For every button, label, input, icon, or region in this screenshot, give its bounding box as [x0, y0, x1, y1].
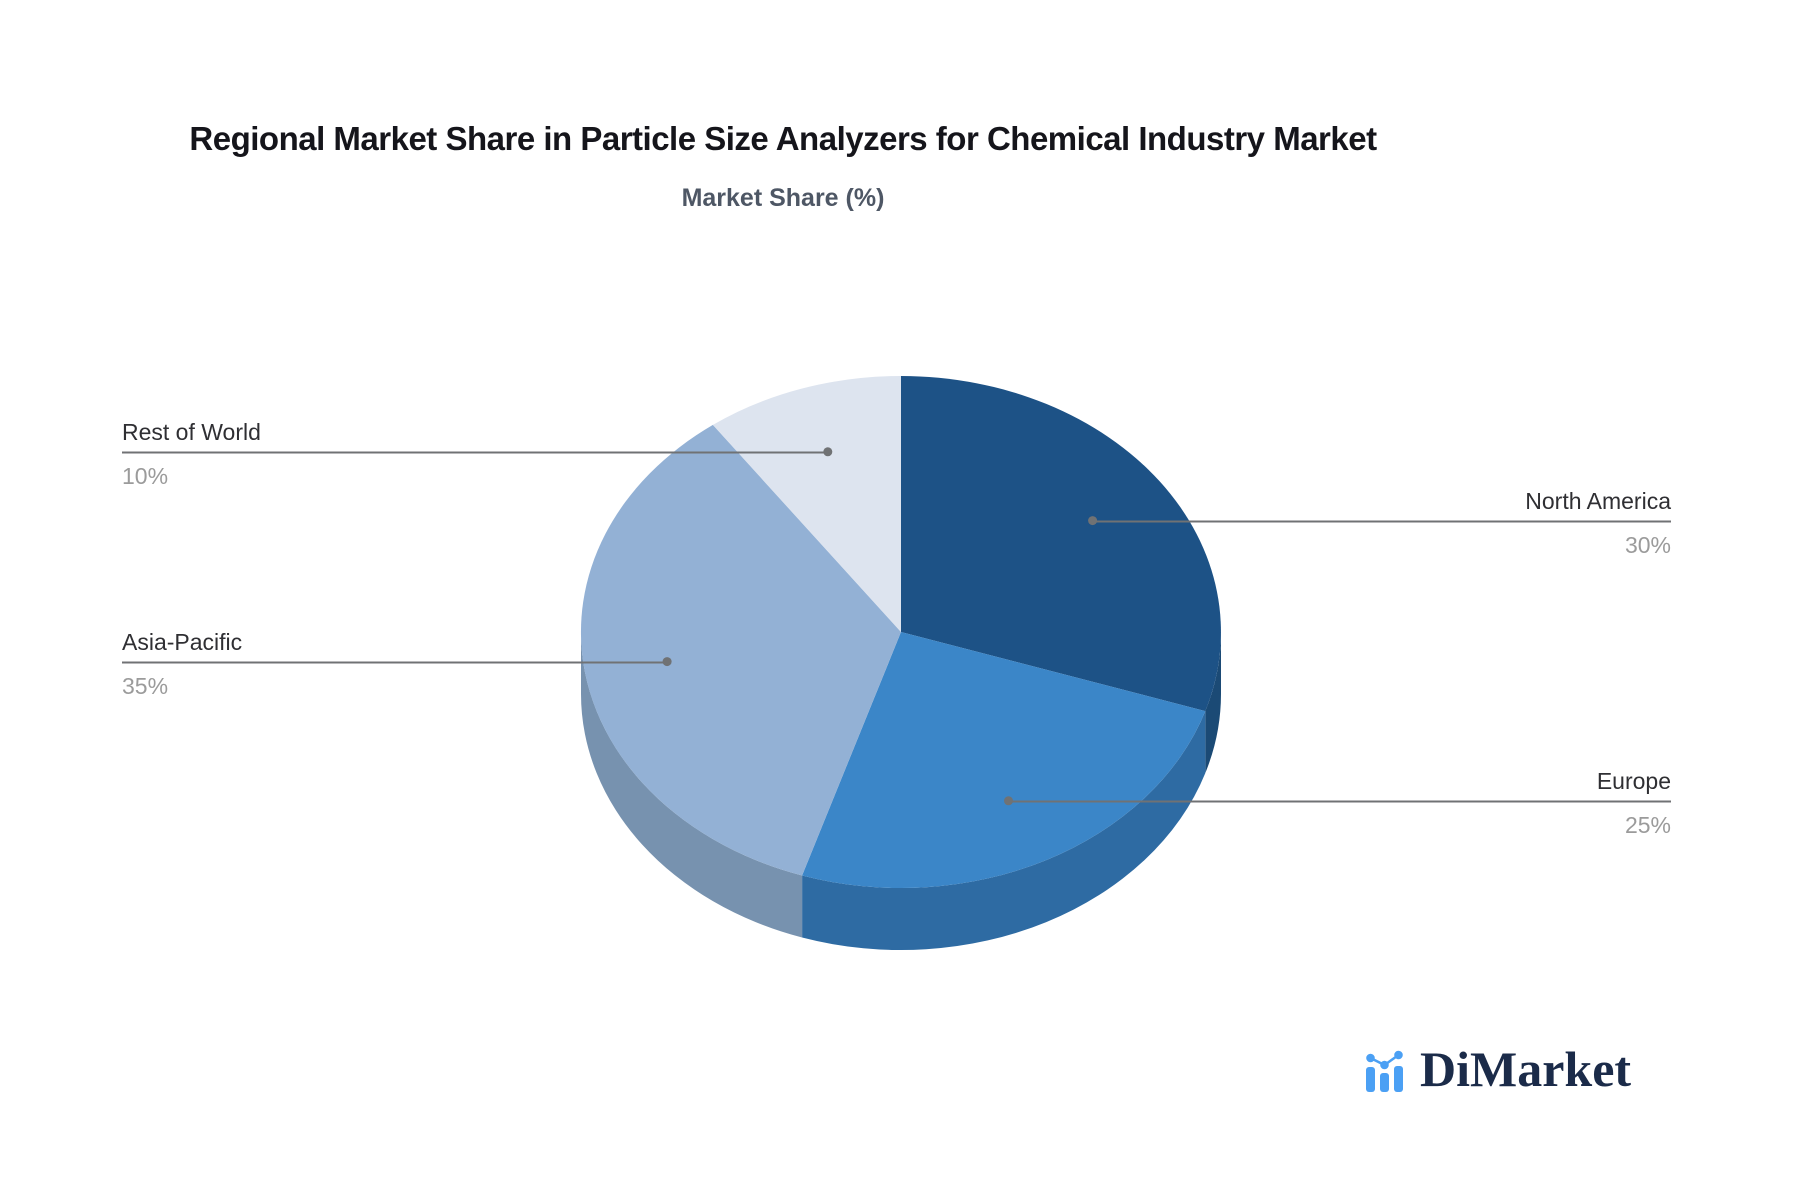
- logo-dot-1: [1366, 1053, 1375, 1063]
- pie-slice-rest-of-world: [712, 376, 901, 632]
- pie-slice-asia-pacific: [580, 424, 901, 876]
- dimarket-logo: DiMarket: [1366, 1038, 1632, 1097]
- logo-dot-2: [1380, 1060, 1389, 1070]
- dimarket-logo-text: DiMarket: [1420, 1041, 1632, 1097]
- leader-dot-europe: [1004, 796, 1013, 806]
- logo-bar-3: [1394, 1066, 1403, 1092]
- pie-slice-side-north-america: [1205, 632, 1221, 774]
- pie-slice-europe: [802, 632, 1206, 889]
- chart-title: Regional Market Share in Particle Size A…: [189, 120, 1377, 157]
- logo-bar-1: [1366, 1067, 1375, 1092]
- pie-slice-side-asia-pacific: [580, 632, 803, 938]
- leader-dot-rest-of-world: [823, 447, 833, 457]
- leader-dot-north-america: [1088, 516, 1098, 526]
- pie-slice-side-europe: [802, 711, 1206, 951]
- logo-dot-3: [1394, 1050, 1403, 1060]
- dimarket-logo-icon: [1366, 1050, 1403, 1092]
- leader-dot-asia-pacific: [662, 657, 672, 667]
- chart-subtitle: Market Share (%): [681, 184, 885, 212]
- logo-bar-2: [1380, 1073, 1389, 1092]
- pie-slice-north-america: [901, 376, 1221, 712]
